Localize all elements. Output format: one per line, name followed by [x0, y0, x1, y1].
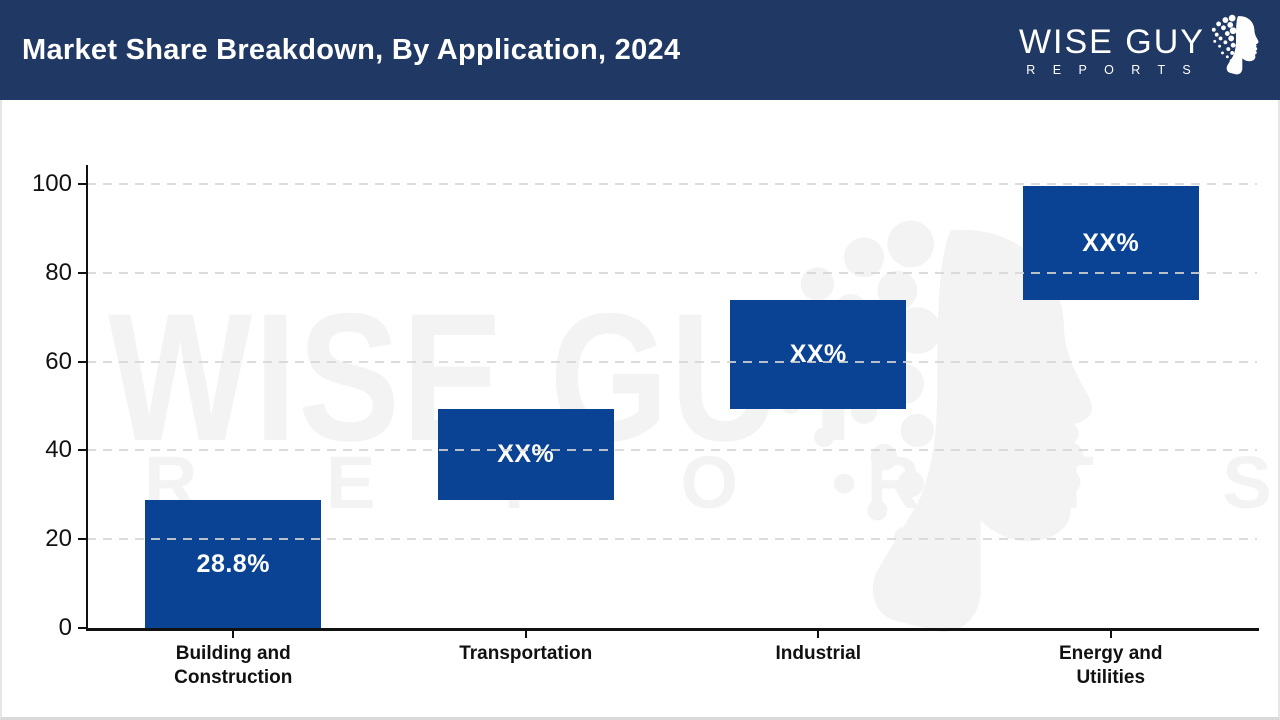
logo-subtitle: R E P O R T S [1026, 62, 1198, 77]
bar-segment: XX% [437, 409, 614, 501]
gridline [87, 449, 1257, 452]
x-tick-mark [232, 631, 235, 638]
y-tick-mark [78, 449, 86, 452]
y-tick-mark [78, 360, 86, 363]
y-tick-label: 60 [45, 347, 72, 375]
wiseguy-logo: WISE GUY R E P O R T S [1019, 9, 1266, 93]
x-axis-line [86, 628, 1259, 631]
bar-value-label: XX% [1082, 228, 1140, 257]
bar-value-label: XX% [497, 440, 555, 469]
gridline [87, 183, 1257, 185]
bar-segment: XX% [730, 299, 907, 410]
chart-title: Market Share Breakdown, By Application, … [22, 33, 681, 66]
x-category-label: Industrial [775, 643, 861, 664]
y-tick-label: 80 [45, 258, 72, 286]
bar-segment: 28.8% [145, 500, 322, 628]
header: Market Share Breakdown, By Application, … [0, 0, 1280, 100]
x-category-label: Energy and Utilities [1059, 643, 1163, 688]
y-tick-mark [78, 627, 86, 629]
bar-value-label: XX% [789, 339, 847, 368]
logo-text: WISE GUY R E P O R T S [1018, 23, 1205, 77]
y-tick-mark [78, 538, 86, 541]
gridline [87, 360, 1257, 363]
gridline [87, 538, 1257, 541]
y-tick-label: 0 [58, 614, 72, 641]
x-category-label: Building and Construction [174, 643, 293, 688]
dotted-profile-face-icon [1211, 14, 1259, 75]
x-tick-mark [1109, 631, 1112, 638]
gridline [87, 271, 1257, 274]
x-tick-mark [817, 631, 820, 638]
x-tick-mark [524, 631, 527, 638]
y-axis-line [86, 165, 88, 631]
watermark-subtitle: R E P O R T S [144, 441, 1280, 524]
x-category-label: Transportation [459, 643, 593, 664]
y-tick-label: 20 [45, 525, 72, 553]
bar-segment: XX% [1022, 186, 1199, 300]
y-tick-mark [78, 183, 86, 185]
y-tick-label: 100 [31, 170, 72, 197]
bar-value-label: 28.8% [196, 549, 270, 578]
y-tick-label: 40 [45, 436, 72, 464]
logo-wordmark: WISE GUY [1018, 23, 1205, 62]
chart-plot-area: WISE GUY R E P O R T S 28.8% XX% XX% XX% 0 20… [0, 100, 1280, 720]
y-tick-mark [78, 271, 86, 274]
